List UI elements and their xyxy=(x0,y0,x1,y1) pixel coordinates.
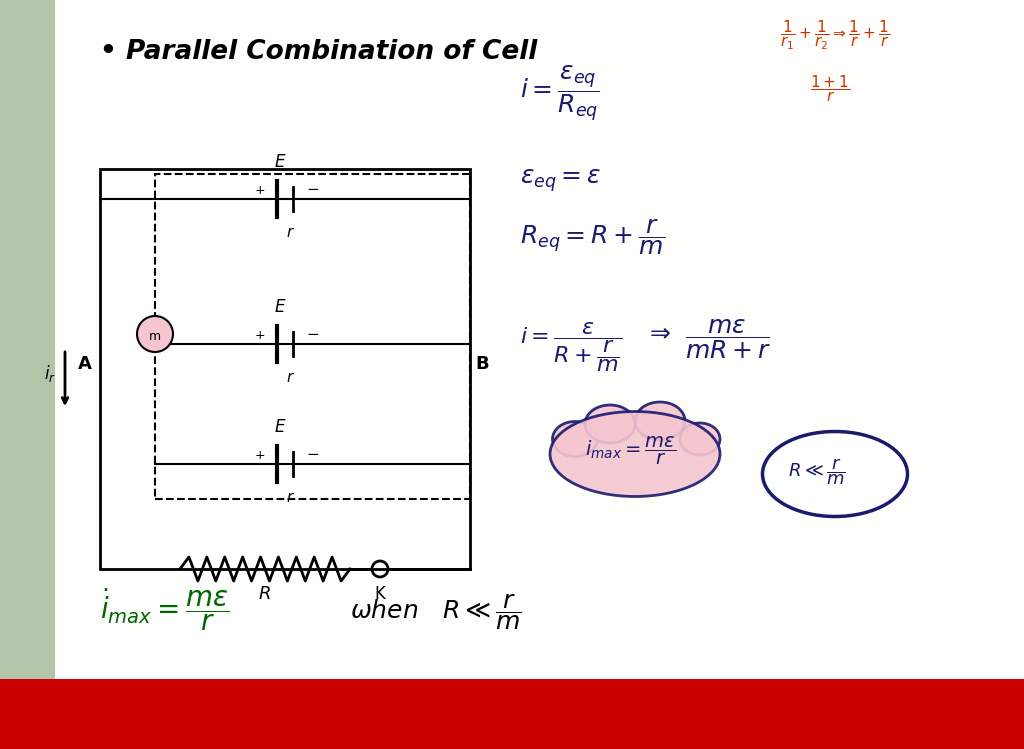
Text: $\dfrac{1+1}{r}$: $\dfrac{1+1}{r}$ xyxy=(810,73,850,104)
Text: r: r xyxy=(287,490,293,505)
Ellipse shape xyxy=(550,411,720,497)
Ellipse shape xyxy=(763,431,907,517)
Text: $\dot{i}_{max} = \dfrac{m\varepsilon}{r}$: $\dot{i}_{max} = \dfrac{m\varepsilon}{r}… xyxy=(100,586,229,633)
Text: −: − xyxy=(306,447,319,462)
Text: E: E xyxy=(274,153,286,171)
Text: R: R xyxy=(259,585,271,603)
Ellipse shape xyxy=(635,402,685,440)
Circle shape xyxy=(137,316,173,352)
Text: +: + xyxy=(255,449,265,462)
Polygon shape xyxy=(0,679,1024,749)
Text: K: K xyxy=(375,585,385,603)
Ellipse shape xyxy=(553,422,597,456)
Text: $i = \dfrac{\varepsilon}{R+\dfrac{r}{m}}$: $i = \dfrac{\varepsilon}{R+\dfrac{r}{m}}… xyxy=(520,321,623,374)
Text: +: + xyxy=(255,329,265,342)
Polygon shape xyxy=(55,0,1024,679)
Ellipse shape xyxy=(585,405,635,443)
Text: $i_{max} = \dfrac{m\varepsilon}{r}$: $i_{max} = \dfrac{m\varepsilon}{r}$ xyxy=(585,435,676,467)
Text: $R \ll \dfrac{r}{m}$: $R \ll \dfrac{r}{m}$ xyxy=(788,456,846,487)
Polygon shape xyxy=(0,0,55,749)
Text: −: − xyxy=(306,327,319,342)
Text: $\dfrac{m\varepsilon}{mR+r}$: $\dfrac{m\varepsilon}{mR+r}$ xyxy=(685,318,771,361)
Text: r: r xyxy=(287,370,293,385)
Text: $R_{eq} = R + \dfrac{r}{m}$: $R_{eq} = R + \dfrac{r}{m}$ xyxy=(520,217,665,257)
Text: $i = \dfrac{\varepsilon_{eq}}{R_{eq}}$: $i = \dfrac{\varepsilon_{eq}}{R_{eq}}$ xyxy=(520,64,600,124)
Text: $\omega hen \quad R \ll \dfrac{r}{m}$: $\omega hen \quad R \ll \dfrac{r}{m}$ xyxy=(350,592,522,632)
Text: B: B xyxy=(475,355,488,373)
Ellipse shape xyxy=(680,423,720,455)
Text: $\dfrac{1}{r_1}+\dfrac{1}{r_2} \Rightarrow \dfrac{1}{r}+\dfrac{1}{r}$: $\dfrac{1}{r_1}+\dfrac{1}{r_2} \Rightarr… xyxy=(780,18,890,52)
Text: −: − xyxy=(306,182,319,197)
Text: A: A xyxy=(78,355,92,373)
Text: m: m xyxy=(148,330,161,344)
Text: $i_r$: $i_r$ xyxy=(44,363,56,384)
Text: • Parallel Combination of Cell: • Parallel Combination of Cell xyxy=(100,39,538,65)
Text: $\Rightarrow$: $\Rightarrow$ xyxy=(645,320,672,344)
Text: E: E xyxy=(274,298,286,316)
Text: +: + xyxy=(255,184,265,197)
Text: $\varepsilon_{eq} = \varepsilon$: $\varepsilon_{eq} = \varepsilon$ xyxy=(520,168,601,194)
Text: r: r xyxy=(287,225,293,240)
Text: E: E xyxy=(274,418,286,436)
